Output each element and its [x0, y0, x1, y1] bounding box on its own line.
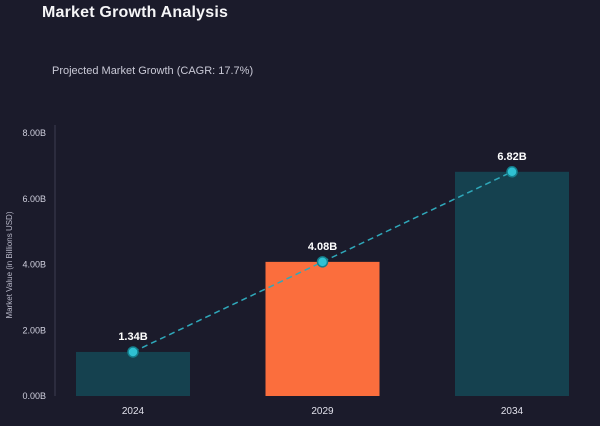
trend-marker [127, 346, 139, 358]
trend-marker [506, 166, 518, 178]
x-tick-label: 2024 [122, 406, 145, 417]
bar-value-label: 4.08B [308, 241, 337, 253]
y-tick-label: 2.00B [22, 325, 46, 335]
bar-2034 [455, 171, 569, 396]
x-tick-label: 2029 [311, 406, 334, 417]
x-tick-label: 2034 [501, 406, 524, 417]
chart-subtitle: Projected Market Growth (CAGR: 17.7%) [52, 65, 254, 77]
y-axis-title: Market Value (in Billions USD) [5, 211, 14, 318]
chart-title: Market Growth Analysis [42, 4, 229, 21]
y-tick-label: 4.00B [22, 260, 46, 270]
y-tick-label: 6.00B [22, 194, 46, 204]
bar-2024 [76, 351, 190, 396]
trend-marker [316, 256, 329, 268]
bar-2029 [265, 261, 380, 396]
bar-value-label: 1.34B [118, 331, 147, 343]
y-tick-label: 8.00B [22, 128, 46, 138]
y-tick-label: 0.00B [22, 391, 46, 401]
bar-value-label: 6.82B [497, 151, 526, 163]
